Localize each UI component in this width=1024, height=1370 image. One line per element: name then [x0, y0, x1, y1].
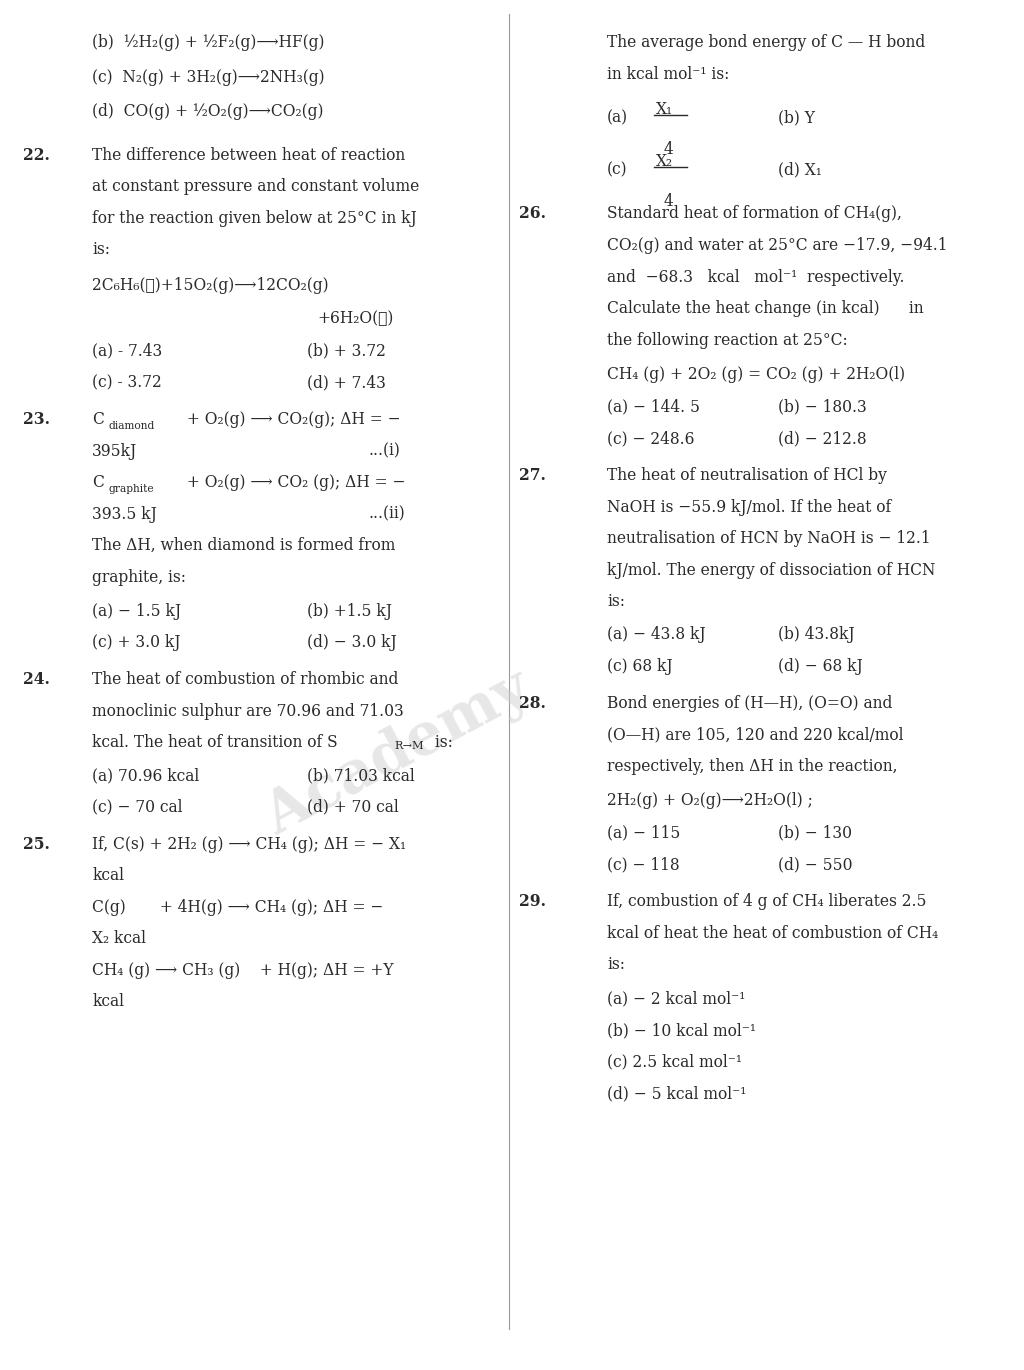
Text: (d) − 5 kcal mol⁻¹: (d) − 5 kcal mol⁻¹: [607, 1085, 746, 1101]
Text: The difference between heat of reaction: The difference between heat of reaction: [92, 147, 406, 163]
Text: Calculate the heat change (in kcal)      in: Calculate the heat change (in kcal) in: [607, 300, 924, 316]
Text: (c) - 3.72: (c) - 3.72: [92, 374, 162, 390]
Text: (b) 43.8kJ: (b) 43.8kJ: [778, 626, 855, 643]
Text: X₂ kcal: X₂ kcal: [92, 930, 146, 947]
Text: (d) + 70 cal: (d) + 70 cal: [307, 799, 399, 815]
Text: respectively, then ΔH in the reaction,: respectively, then ΔH in the reaction,: [607, 758, 898, 774]
Text: + O₂(g) ⟶ CO₂ (g); ΔH = −: + O₂(g) ⟶ CO₂ (g); ΔH = −: [182, 474, 406, 490]
Text: (b)  ½H₂(g) + ½F₂(g)⟶HF(g): (b) ½H₂(g) + ½F₂(g)⟶HF(g): [92, 34, 325, 51]
Text: X₁: X₁: [656, 101, 674, 118]
Text: ...(ii): ...(ii): [369, 506, 406, 522]
Text: (c): (c): [607, 162, 628, 178]
Text: (d) − 212.8: (d) − 212.8: [778, 430, 867, 447]
Text: (b) + 3.72: (b) + 3.72: [307, 342, 386, 359]
Text: (c) − 118: (c) − 118: [607, 856, 680, 873]
Text: (d) − 68 kJ: (d) − 68 kJ: [778, 658, 863, 674]
Text: (a) - 7.43: (a) - 7.43: [92, 342, 163, 359]
Text: for the reaction given below at 25°C in kJ: for the reaction given below at 25°C in …: [92, 210, 417, 226]
Text: The average bond energy of C — H bond: The average bond energy of C — H bond: [607, 34, 926, 51]
Text: diamond: diamond: [109, 421, 155, 430]
Text: is:: is:: [92, 241, 111, 258]
Text: kcal of heat the heat of combustion of CH₄: kcal of heat the heat of combustion of C…: [607, 925, 938, 941]
Text: kJ/mol. The energy of dissociation of HCN: kJ/mol. The energy of dissociation of HC…: [607, 562, 936, 578]
Text: 4: 4: [664, 193, 674, 210]
Text: monoclinic sulphur are 70.96 and 71.03: monoclinic sulphur are 70.96 and 71.03: [92, 703, 403, 719]
Text: Academy: Academy: [256, 660, 541, 847]
Text: is:: is:: [607, 956, 626, 973]
Text: CO₂(g) and water at 25°C are −17.9, −94.1: CO₂(g) and water at 25°C are −17.9, −94.…: [607, 237, 948, 253]
Text: kcal: kcal: [92, 867, 124, 884]
Text: 2C₆H₆(ℓ)+15O₂(g)⟶12CO₂(g): 2C₆H₆(ℓ)+15O₂(g)⟶12CO₂(g): [92, 277, 329, 293]
Text: (a) − 144. 5: (a) − 144. 5: [607, 399, 700, 415]
Text: in kcal mol⁻¹ is:: in kcal mol⁻¹ is:: [607, 66, 730, 82]
Text: (b) +1.5 kJ: (b) +1.5 kJ: [307, 603, 392, 619]
Text: ...(i): ...(i): [369, 443, 400, 459]
Text: 2H₂(g) + O₂(g)⟶2H₂O(l) ;: 2H₂(g) + O₂(g)⟶2H₂O(l) ;: [607, 792, 813, 808]
Text: at constant pressure and constant volume: at constant pressure and constant volume: [92, 178, 420, 195]
Text: (c) − 248.6: (c) − 248.6: [607, 430, 694, 447]
Text: (a) − 2 kcal mol⁻¹: (a) − 2 kcal mol⁻¹: [607, 991, 745, 1007]
Text: 4: 4: [664, 141, 674, 158]
Text: 24.: 24.: [23, 671, 49, 688]
Text: 28.: 28.: [519, 695, 546, 711]
Text: graphite, is:: graphite, is:: [92, 569, 186, 585]
Text: (a): (a): [607, 110, 629, 126]
Text: 395kJ: 395kJ: [92, 443, 137, 459]
Text: neutralisation of HCN by NaOH is − 12.1: neutralisation of HCN by NaOH is − 12.1: [607, 530, 931, 547]
Text: is:: is:: [430, 734, 453, 751]
Text: (a) − 43.8 kJ: (a) − 43.8 kJ: [607, 626, 706, 643]
Text: the following reaction at 25°C:: the following reaction at 25°C:: [607, 332, 848, 348]
Text: If, combustion of 4 g of CH₄ liberates 2.5: If, combustion of 4 g of CH₄ liberates 2…: [607, 893, 927, 910]
Text: kcal. The heat of transition of S: kcal. The heat of transition of S: [92, 734, 338, 751]
Text: (d) X₁: (d) X₁: [778, 162, 822, 178]
Text: kcal: kcal: [92, 993, 124, 1010]
Text: R→M: R→M: [394, 741, 424, 751]
Text: (b) Y: (b) Y: [778, 110, 815, 126]
Text: The heat of neutralisation of HCl by: The heat of neutralisation of HCl by: [607, 467, 887, 484]
Text: 29.: 29.: [519, 893, 546, 910]
Text: (d) − 550: (d) − 550: [778, 856, 853, 873]
Text: (c) 2.5 kcal mol⁻¹: (c) 2.5 kcal mol⁻¹: [607, 1054, 742, 1070]
Text: CH₄ (g) ⟶ CH₃ (g)    + H(g); ΔH = +Y: CH₄ (g) ⟶ CH₃ (g) + H(g); ΔH = +Y: [92, 962, 394, 978]
Text: graphite: graphite: [109, 484, 155, 493]
Text: C: C: [92, 474, 104, 490]
Text: The ΔH, when diamond is formed from: The ΔH, when diamond is formed from: [92, 537, 395, 553]
Text: (b) − 130: (b) − 130: [778, 825, 852, 841]
Text: (b) − 10 kcal mol⁻¹: (b) − 10 kcal mol⁻¹: [607, 1022, 757, 1038]
Text: 23.: 23.: [23, 411, 49, 427]
Text: 27.: 27.: [519, 467, 546, 484]
Text: 393.5 kJ: 393.5 kJ: [92, 506, 157, 522]
Text: Bond energies of (H—H), (O=O) and: Bond energies of (H—H), (O=O) and: [607, 695, 893, 711]
Text: (d)  CO(g) + ½O₂(g)⟶CO₂(g): (d) CO(g) + ½O₂(g)⟶CO₂(g): [92, 103, 324, 119]
Text: (d) + 7.43: (d) + 7.43: [307, 374, 386, 390]
Text: (b) − 180.3: (b) − 180.3: [778, 399, 867, 415]
Text: (a) − 1.5 kJ: (a) − 1.5 kJ: [92, 603, 181, 619]
Text: + O₂(g) ⟶ CO₂(g); ΔH = −: + O₂(g) ⟶ CO₂(g); ΔH = −: [182, 411, 401, 427]
Text: is:: is:: [607, 593, 626, 610]
Text: C: C: [92, 411, 104, 427]
Text: If, C(s) + 2H₂ (g) ⟶ CH₄ (g); ΔH = − X₁: If, C(s) + 2H₂ (g) ⟶ CH₄ (g); ΔH = − X₁: [92, 836, 407, 852]
Text: Standard heat of formation of CH₄(g),: Standard heat of formation of CH₄(g),: [607, 206, 902, 222]
Text: (O—H) are 105, 120 and 220 kcal/mol: (O—H) are 105, 120 and 220 kcal/mol: [607, 726, 904, 743]
Text: (c) + 3.0 kJ: (c) + 3.0 kJ: [92, 634, 180, 651]
Text: The heat of combustion of rhombic and: The heat of combustion of rhombic and: [92, 671, 398, 688]
Text: X₂: X₂: [656, 153, 674, 170]
Text: (c)  N₂(g) + 3H₂(g)⟶2NH₃(g): (c) N₂(g) + 3H₂(g)⟶2NH₃(g): [92, 68, 325, 85]
Text: (c) 68 kJ: (c) 68 kJ: [607, 658, 673, 674]
Text: (b) 71.03 kcal: (b) 71.03 kcal: [307, 767, 415, 784]
Text: NaOH is −55.9 kJ/mol. If the heat of: NaOH is −55.9 kJ/mol. If the heat of: [607, 499, 892, 515]
Text: CH₄ (g) + 2O₂ (g) = CO₂ (g) + 2H₂O(l): CH₄ (g) + 2O₂ (g) = CO₂ (g) + 2H₂O(l): [607, 366, 905, 382]
Text: (c) − 70 cal: (c) − 70 cal: [92, 799, 182, 815]
Text: 25.: 25.: [23, 836, 49, 852]
Text: 26.: 26.: [519, 206, 546, 222]
Text: 22.: 22.: [23, 147, 49, 163]
Text: and  −68.3   kcal   mol⁻¹  respectively.: and −68.3 kcal mol⁻¹ respectively.: [607, 269, 905, 285]
Text: (a) 70.96 kcal: (a) 70.96 kcal: [92, 767, 200, 784]
Text: C(g)       + 4H(g) ⟶ CH₄ (g); ΔH = −: C(g) + 4H(g) ⟶ CH₄ (g); ΔH = −: [92, 899, 384, 915]
Text: (d) − 3.0 kJ: (d) − 3.0 kJ: [307, 634, 397, 651]
Text: (a) − 115: (a) − 115: [607, 825, 681, 841]
Text: +6H₂O(ℓ): +6H₂O(ℓ): [317, 310, 394, 326]
